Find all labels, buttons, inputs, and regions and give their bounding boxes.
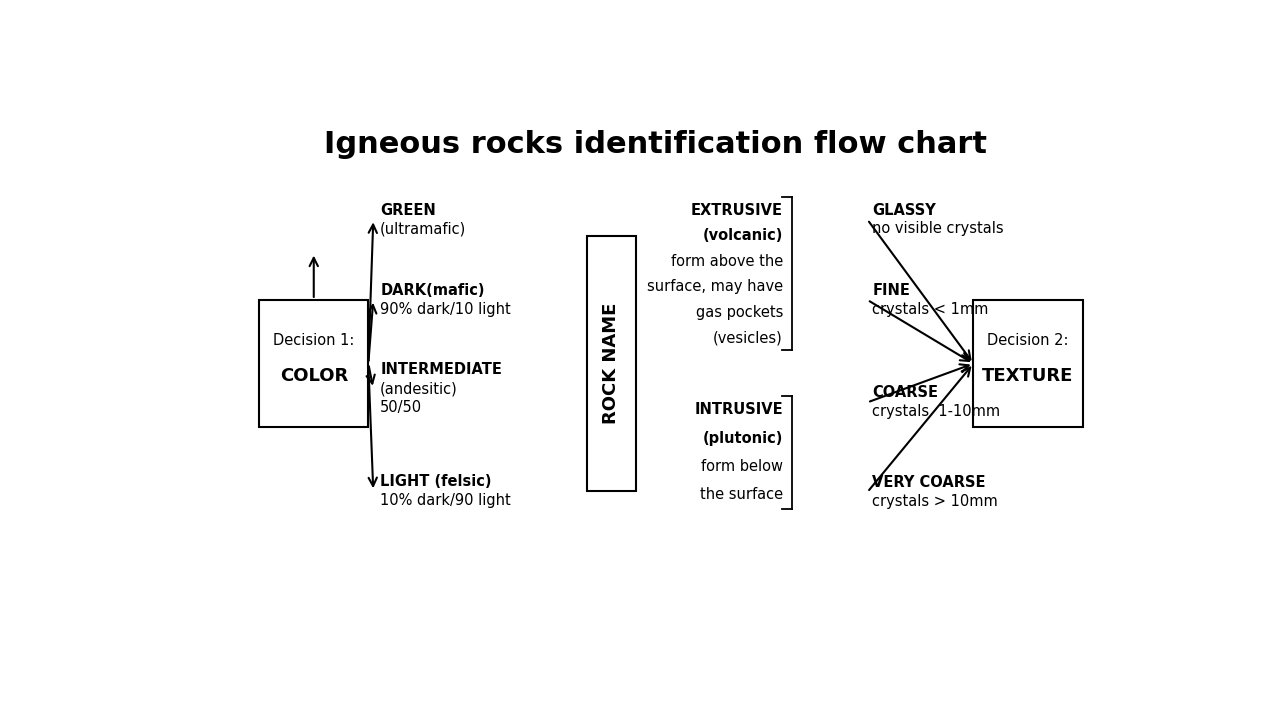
Text: Decision 2:: Decision 2:	[987, 333, 1069, 348]
Text: GREEN: GREEN	[380, 202, 436, 217]
FancyBboxPatch shape	[586, 236, 636, 491]
Text: surface, may have: surface, may have	[646, 279, 783, 294]
Text: form above the: form above the	[671, 253, 783, 269]
Text: VERY COARSE: VERY COARSE	[872, 475, 986, 490]
Text: (volcanic): (volcanic)	[703, 228, 783, 243]
Text: 10% dark/90 light: 10% dark/90 light	[380, 493, 511, 508]
Text: (plutonic): (plutonic)	[703, 431, 783, 446]
Text: GLASSY: GLASSY	[872, 202, 936, 217]
Text: crystals > 10mm: crystals > 10mm	[872, 494, 998, 509]
FancyBboxPatch shape	[973, 300, 1083, 428]
Text: COLOR: COLOR	[279, 366, 348, 384]
Text: TEXTURE: TEXTURE	[982, 366, 1074, 384]
Text: gas pockets: gas pockets	[695, 305, 783, 320]
Text: DARK(mafic): DARK(mafic)	[380, 283, 485, 298]
FancyBboxPatch shape	[259, 300, 369, 428]
Text: crystals < 1mm: crystals < 1mm	[872, 302, 988, 317]
Text: the surface: the surface	[700, 487, 783, 503]
Text: FINE: FINE	[872, 283, 910, 298]
Text: form below: form below	[701, 459, 783, 474]
Text: (ultramafic): (ultramafic)	[380, 221, 466, 236]
Text: (andesitic): (andesitic)	[380, 381, 458, 396]
Text: (vesicles): (vesicles)	[713, 330, 783, 345]
Text: COARSE: COARSE	[872, 385, 938, 400]
Text: 50/50: 50/50	[380, 400, 422, 415]
Text: no visible crystals: no visible crystals	[872, 221, 1004, 236]
Text: Igneous rocks identification flow chart: Igneous rocks identification flow chart	[325, 130, 987, 159]
Text: LIGHT (felsic): LIGHT (felsic)	[380, 474, 492, 489]
Text: crystals  1-10mm: crystals 1-10mm	[872, 405, 1001, 419]
Text: 90% dark/10 light: 90% dark/10 light	[380, 302, 511, 317]
Text: Decision 1:: Decision 1:	[273, 333, 355, 348]
Text: INTERMEDIATE: INTERMEDIATE	[380, 362, 502, 377]
Text: EXTRUSIVE: EXTRUSIVE	[691, 202, 783, 217]
Text: ROCK NAME: ROCK NAME	[603, 303, 621, 424]
Text: INTRUSIVE: INTRUSIVE	[694, 402, 783, 418]
